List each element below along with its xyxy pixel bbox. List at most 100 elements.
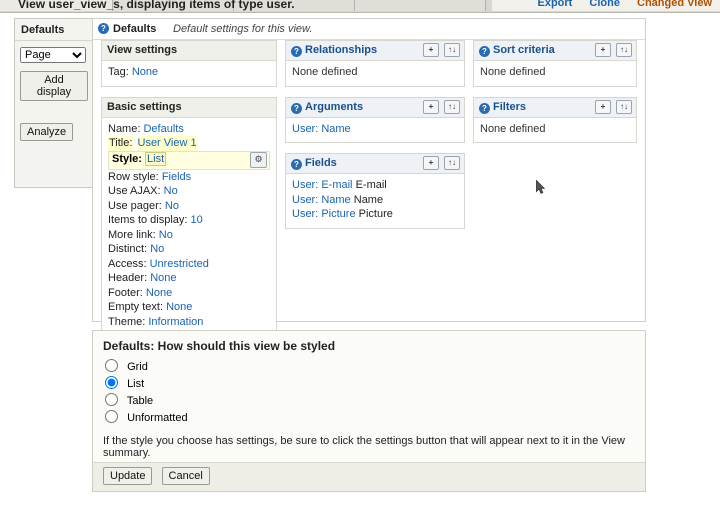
help-icon[interactable]: ? — [479, 46, 490, 57]
mouse-cursor — [536, 180, 545, 194]
help-icon[interactable]: ? — [291, 46, 302, 57]
row-use-pager: Use pager: No — [108, 199, 270, 214]
summary-title: Defaults — [113, 23, 157, 35]
radio-grid[interactable] — [105, 359, 118, 372]
sidebar-header: Defaults — [15, 19, 93, 41]
sort-criteria-header-label: Sort criteria — [493, 44, 555, 56]
header-value[interactable]: None — [150, 272, 177, 284]
help-icon[interactable]: ? — [479, 102, 490, 114]
add-filter-button[interactable]: + — [594, 99, 611, 114]
display-select[interactable]: Page — [20, 47, 86, 63]
theme-label: Theme: — [108, 315, 146, 328]
basic-settings-body: Name: Defaults Title: User View 1 Style:… — [102, 118, 276, 336]
row-items-to-display: Items to display: 10 — [108, 213, 270, 228]
style-label: Style: — [112, 152, 142, 165]
rearrange-fields-button[interactable]: ↑↓ — [444, 156, 460, 170]
row-title: Title: User View 1 — [108, 136, 270, 151]
relationships-body: None defined — [286, 61, 464, 86]
add-relationship-button[interactable]: + — [422, 43, 439, 57]
style-option-list-label: List — [127, 378, 145, 390]
style-option-list[interactable]: List — [103, 376, 635, 393]
header-label: Header: — [108, 272, 148, 284]
title-value[interactable]: User View 1 — [136, 136, 198, 151]
footer-value[interactable]: None — [145, 286, 173, 299]
distinct-value[interactable]: No — [150, 243, 165, 255]
help-icon[interactable]: ? — [291, 102, 302, 114]
row-style-label: Row style: — [108, 170, 159, 183]
view-settings-box: View settings Tag: None — [101, 40, 277, 87]
sort-criteria-header-buttons: + ↑↓ — [593, 43, 632, 57]
style-settings-actions: Update Cancel — [93, 462, 645, 491]
fields-box: ? Fields + ↑↓ User: E-mail E-mail User: N… — [285, 153, 465, 229]
style-option-table[interactable]: Table — [103, 393, 635, 410]
field-email-text: E-mail — [355, 179, 387, 191]
filters-box: ? Filters + ↑↓ None defined — [473, 96, 637, 143]
gear-icon[interactable]: ⚙ — [250, 151, 267, 168]
cancel-button[interactable]: Cancel — [161, 467, 210, 485]
style-value[interactable]: List — [145, 151, 167, 166]
relationships-box: ? Relationships + ↑↓ None defined — [285, 40, 465, 87]
browser-tab-1[interactable] — [0, 0, 113, 11]
export-link[interactable]: Export — [537, 0, 573, 9]
help-icon[interactable]: ? — [98, 23, 109, 34]
rearrange-sort-button[interactable]: ↑↓ — [616, 43, 632, 57]
style-option-unformatted[interactable]: Unformatted — [103, 410, 635, 427]
browser-tab-4[interactable] — [355, 0, 486, 11]
fields-header-buttons: + ↑↓ — [421, 156, 460, 170]
list-item: User: E-mail E-mail — [292, 178, 458, 193]
changed-view-link[interactable]: Changed View — [637, 0, 712, 9]
items-to-display-label: Items to display: — [108, 214, 188, 226]
tag-value[interactable]: None — [131, 66, 159, 78]
style-option-grid[interactable]: Grid — [103, 359, 635, 376]
add-sort-button[interactable]: + — [594, 43, 611, 57]
radio-table[interactable] — [105, 393, 118, 406]
access-value[interactable]: Unrestricted — [149, 257, 209, 270]
filters-body: None defined — [474, 118, 636, 143]
rearrange-relationships-button[interactable]: ↑↓ — [444, 43, 460, 57]
basic-settings-box: Basic settings Name: Defaults Title: Use… — [101, 96, 277, 336]
row-tag: Tag: None — [108, 65, 270, 80]
row-style-value[interactable]: Fields — [161, 170, 192, 183]
row-access: Access: Unrestricted — [108, 257, 270, 272]
field-name-link[interactable]: User: Name — [292, 193, 351, 206]
row-more-link: More link: No — [108, 228, 270, 243]
update-button[interactable]: Update — [103, 467, 153, 485]
sort-criteria-empty: None defined — [480, 66, 546, 78]
sort-criteria-body: None defined — [474, 61, 636, 86]
arguments-box: ? Arguments + ↑↓ User: Name — [285, 96, 465, 143]
items-to-display-value[interactable]: 10 — [190, 214, 203, 226]
row-theme: Theme: Information — [108, 315, 270, 330]
radio-unformatted[interactable] — [105, 410, 118, 423]
analyze-button[interactable]: Analyze — [20, 123, 74, 141]
radio-list[interactable] — [105, 376, 118, 389]
filters-header-label: Filters — [493, 100, 527, 113]
style-options: Grid List Table Unformatted — [93, 357, 645, 427]
use-pager-label: Use pager: — [108, 199, 162, 212]
distinct-label: Distinct: — [108, 243, 148, 255]
add-field-button[interactable]: + — [422, 156, 439, 170]
fields-body: User: E-mail E-mail User: Name Name User… — [286, 174, 464, 228]
rearrange-filters-button[interactable]: ↑↓ — [616, 99, 632, 114]
name-value[interactable]: Defaults — [143, 122, 184, 135]
empty-text-value[interactable]: None — [166, 301, 193, 313]
row-distinct: Distinct: No — [108, 242, 270, 257]
field-email-link[interactable]: User: E-mail — [292, 179, 353, 191]
use-ajax-label: Use AJAX: — [108, 185, 161, 197]
view-top-links: Export Clone Changed View — [523, 0, 712, 9]
theme-value[interactable]: Information — [148, 315, 204, 328]
add-argument-button[interactable]: + — [422, 99, 439, 114]
use-pager-value[interactable]: No — [164, 199, 179, 212]
argument-user-name-link[interactable]: User: Name — [292, 122, 351, 135]
field-picture-link[interactable]: User: Picture — [292, 208, 356, 220]
style-option-table-label: Table — [126, 395, 154, 407]
help-icon[interactable]: ? — [291, 159, 302, 170]
name-label: Name: — [108, 122, 141, 135]
browser-tab-3[interactable] — [234, 0, 355, 11]
clone-link[interactable]: Clone — [589, 0, 620, 9]
more-link-value[interactable]: No — [158, 228, 173, 241]
use-ajax-value[interactable]: No — [163, 185, 178, 197]
browser-tab-2[interactable] — [113, 0, 234, 11]
add-display-button[interactable]: Add display — [20, 71, 88, 101]
row-empty-text: Empty text: None — [108, 300, 270, 315]
rearrange-arguments-button[interactable]: ↑↓ — [444, 99, 460, 114]
